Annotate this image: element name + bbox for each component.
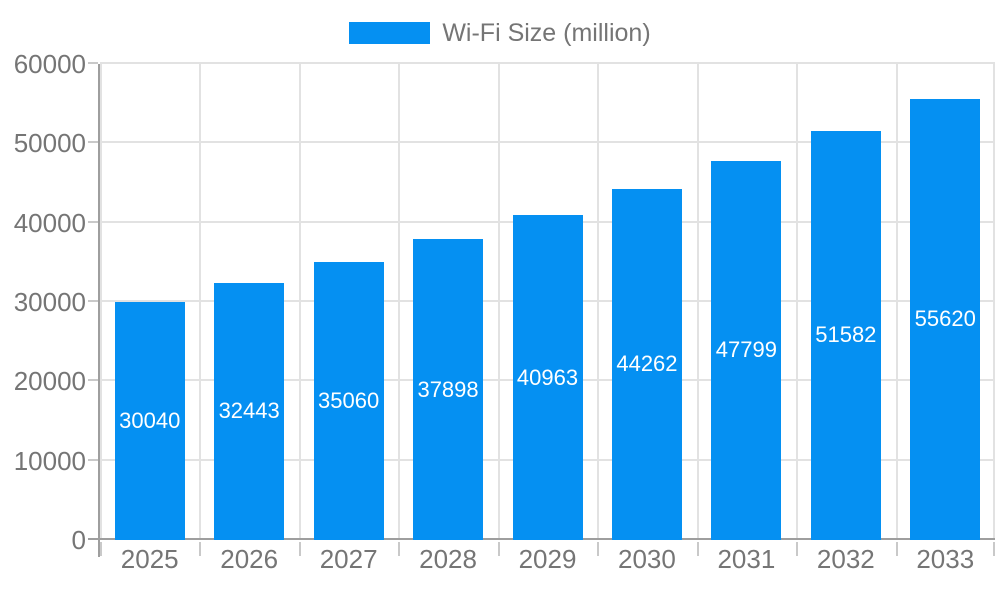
bar-value-label: 37898 xyxy=(417,376,479,402)
v-gridline xyxy=(298,64,301,540)
bar[interactable]: 55620 xyxy=(910,98,981,540)
y-axis-tick xyxy=(88,458,98,461)
bar[interactable]: 44262 xyxy=(611,188,682,540)
v-gridline xyxy=(398,64,401,540)
v-gridline xyxy=(796,64,799,540)
x-axis-tick xyxy=(398,542,401,556)
x-axis-label: 2028 xyxy=(419,544,477,574)
v-gridline xyxy=(597,64,600,540)
y-axis-tick xyxy=(88,62,98,64)
legend[interactable]: Wi-Fi Size (million) xyxy=(0,18,1000,48)
bar[interactable]: 37898 xyxy=(413,239,484,540)
x-axis-tick xyxy=(497,542,500,556)
v-gridline xyxy=(497,64,500,540)
x-axis-tick xyxy=(895,542,898,556)
x-axis-label: 2029 xyxy=(518,544,577,574)
y-axis-line xyxy=(98,64,100,557)
v-gridline xyxy=(696,64,699,540)
bar-value-label: 30040 xyxy=(119,407,181,433)
legend-swatch xyxy=(349,22,431,44)
x-axis-tick xyxy=(298,542,301,556)
v-gridline xyxy=(100,64,102,540)
bar-value-label: 40963 xyxy=(516,364,579,390)
y-axis-label: 20000 xyxy=(13,366,86,397)
y-axis-tick xyxy=(88,141,98,144)
legend-label: Wi-Fi Size (million) xyxy=(442,18,651,47)
x-axis-tick xyxy=(597,542,600,556)
x-axis-label: 2033 xyxy=(916,544,975,574)
bar[interactable]: 40963 xyxy=(512,215,583,540)
x-axis-tick xyxy=(796,542,799,556)
bar[interactable]: 35060 xyxy=(313,261,384,540)
v-gridline xyxy=(199,64,202,540)
x-axis-tick xyxy=(100,542,102,556)
v-gridline xyxy=(993,64,995,540)
x-axis-label: 2031 xyxy=(717,544,776,574)
x-axis-tick xyxy=(199,542,202,556)
h-gridline xyxy=(100,141,995,144)
y-axis-tick xyxy=(88,300,98,302)
x-axis-label: 2025 xyxy=(120,544,179,574)
bar-value-label: 32443 xyxy=(218,398,280,424)
y-axis-label: 10000 xyxy=(13,445,86,476)
bar-value-label: 47799 xyxy=(715,337,777,363)
bar-value-label: 55620 xyxy=(914,306,976,332)
y-axis-label: 0 xyxy=(71,525,86,555)
y-axis-label: 30000 xyxy=(13,287,86,317)
bar[interactable]: 47799 xyxy=(711,160,782,540)
x-axis-label: 2026 xyxy=(220,544,279,574)
y-axis-tick xyxy=(88,379,98,382)
bar[interactable]: 32443 xyxy=(214,282,285,540)
bar[interactable]: 51582 xyxy=(810,130,881,540)
plot-area: 0 10000 20000 30000 40000 50000 60000 30040 2025… xyxy=(14,51,995,574)
y-axis-tick xyxy=(88,220,98,223)
x-axis-label: 2027 xyxy=(319,544,378,574)
v-gridline xyxy=(895,64,898,540)
bar-value-label: 35060 xyxy=(318,387,380,413)
y-axis-label: 50000 xyxy=(13,128,86,159)
bar[interactable]: 30040 xyxy=(114,301,185,540)
x-axis-label: 2030 xyxy=(618,544,676,574)
x-axis-tick xyxy=(696,542,699,556)
bar-value-label: 51582 xyxy=(815,322,877,348)
h-gridline xyxy=(100,62,995,64)
bar-value-label: 44262 xyxy=(616,351,678,377)
x-axis-tick xyxy=(993,542,995,556)
y-axis-label: 40000 xyxy=(13,207,86,238)
y-axis-label: 60000 xyxy=(13,49,86,79)
x-axis-label: 2032 xyxy=(816,544,875,574)
